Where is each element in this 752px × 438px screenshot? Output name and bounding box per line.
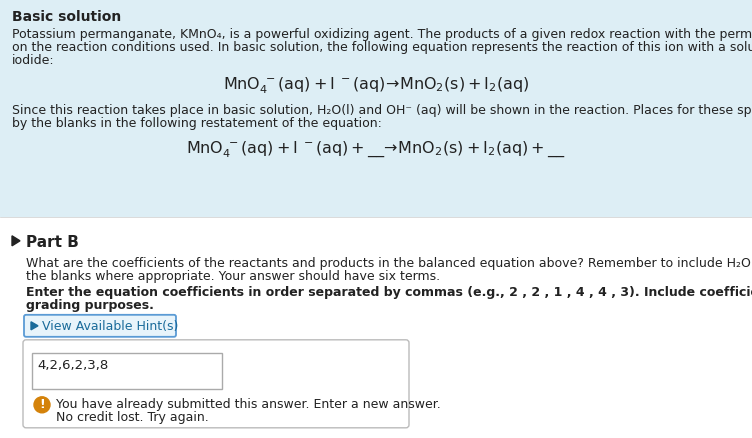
Text: Basic solution: Basic solution xyxy=(12,10,121,24)
Text: You have already submitted this answer. Enter a new answer.: You have already submitted this answer. … xyxy=(56,398,441,411)
Bar xyxy=(32,353,222,389)
Text: What are the coefficients of the reactants and products in the balanced equation: What are the coefficients of the reactan… xyxy=(26,257,752,270)
Text: $\mathrm{MnO_4^{\ -}(aq) + I^{\ -}(aq) + \_\_ \!\rightarrow\! MnO_2(s) + I_2(aq): $\mathrm{MnO_4^{\ -}(aq) + I^{\ -}(aq) +… xyxy=(186,139,566,159)
Circle shape xyxy=(34,397,50,413)
Text: $\mathrm{MnO_4^{\ -}(aq) + I^{\ -}(aq) \!\rightarrow\! MnO_2(s) + I_2(aq)}$: $\mathrm{MnO_4^{\ -}(aq) + I^{\ -}(aq) \… xyxy=(223,76,529,96)
Bar xyxy=(0,0,752,217)
Text: iodide:: iodide: xyxy=(12,54,55,67)
Text: Potassium permanganate, KMnO₄, is a powerful oxidizing agent. The products of a : Potassium permanganate, KMnO₄, is a powe… xyxy=(12,28,752,41)
Text: Enter the equation coefficients in order separated by commas (e.g., 2 , 2 , 1 , : Enter the equation coefficients in order… xyxy=(26,286,752,299)
FancyBboxPatch shape xyxy=(24,315,176,337)
Text: !: ! xyxy=(39,398,45,411)
Text: by the blanks in the following restatement of the equation:: by the blanks in the following restateme… xyxy=(12,117,382,130)
FancyBboxPatch shape xyxy=(23,340,409,428)
Text: the blanks where appropriate. Your answer should have six terms.: the blanks where appropriate. Your answe… xyxy=(26,270,440,283)
Text: 4,2,6,2,3,8: 4,2,6,2,3,8 xyxy=(37,359,108,372)
Polygon shape xyxy=(12,236,20,246)
Text: Since this reaction takes place in basic solution, H₂O(l) and OH⁻ (aq) will be s: Since this reaction takes place in basic… xyxy=(12,104,752,117)
Text: No credit lost. Try again.: No credit lost. Try again. xyxy=(56,411,209,424)
Polygon shape xyxy=(31,322,38,330)
Text: View Available Hint(s): View Available Hint(s) xyxy=(42,320,178,333)
Text: grading purposes.: grading purposes. xyxy=(26,299,154,312)
Text: on the reaction conditions used. In basic solution, the following equation repre: on the reaction conditions used. In basi… xyxy=(12,41,752,54)
Text: Part B: Part B xyxy=(26,235,79,250)
